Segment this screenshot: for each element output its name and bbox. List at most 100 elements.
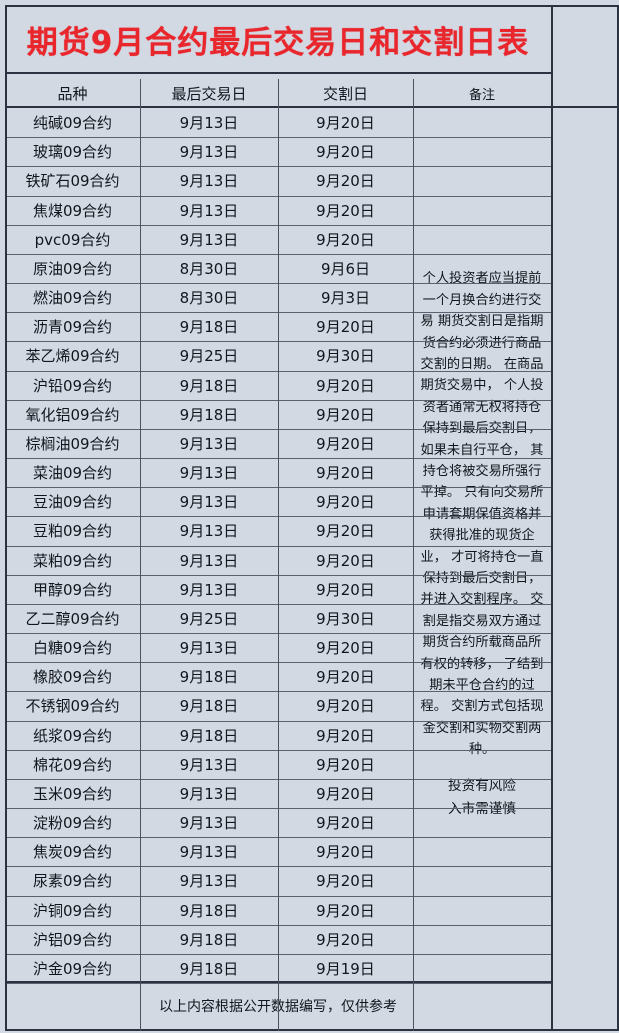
last-trade-day-cell: 9月13日 [179, 639, 239, 657]
last-trade-day-cell: 9月13日 [179, 552, 239, 570]
delivery-day-cell: 9月30日 [316, 610, 375, 628]
delivery-day-cell: 9月20日 [316, 931, 375, 949]
delivery-day-cell: 9月20日 [316, 143, 375, 161]
page-title: 期货9月合约最后交易日和交割日表 [26, 24, 530, 61]
delivery-day-cell: 9月20日 [316, 493, 375, 511]
last-trade-day-cell: 9月13日 [179, 493, 239, 511]
delivery-day-cell: 9月20日 [316, 639, 375, 657]
grid-line-horizontal [551, 1029, 619, 1031]
last-trade-day-cell: 8月30日 [179, 260, 239, 278]
grid-line-horizontal [5, 72, 551, 74]
last-trade-day-cell: 9月13日 [179, 143, 239, 161]
column-header-last-trade-day: 最后交易日 [171, 84, 247, 103]
delivery-day-cell: 9月20日 [316, 464, 375, 482]
product-name-cell: 豆粕09合约 [32, 522, 113, 540]
last-trade-day-cell: 9月13日 [179, 581, 239, 599]
product-name-cell: 沪铅09合约 [32, 377, 113, 395]
delivery-day-cell: 9月20日 [316, 435, 375, 453]
product-name-cell: 燃油09合约 [32, 289, 113, 307]
last-trade-day-cell: 9月13日 [179, 464, 239, 482]
remarks-slogan: 投资有风险 入市需谨慎 [448, 775, 516, 821]
product-name-cell: 铁矿石09合约 [25, 172, 120, 190]
column-header-remarks: 备注 [468, 87, 495, 103]
delivery-day-cell: 9月20日 [316, 377, 375, 395]
delivery-day-cell: 9月20日 [316, 872, 375, 890]
last-trade-day-cell: 9月25日 [179, 610, 239, 628]
grid-line-horizontal [551, 106, 619, 108]
last-trade-day-cell: 8月30日 [179, 289, 239, 307]
product-name-cell: pvc09合约 [34, 231, 111, 249]
product-name-cell: 焦煤09合约 [32, 202, 113, 220]
product-name-cell: 棕榈油09合约 [25, 435, 120, 453]
product-name-cell: 菜粕09合约 [32, 552, 113, 570]
product-name-cell: 豆油09合约 [32, 493, 113, 511]
product-name-cell: 原油09合约 [32, 260, 113, 278]
product-name-cell: 甲醇09合约 [32, 581, 113, 599]
product-name-cell: 玻璃09合约 [32, 143, 113, 161]
last-trade-day-cell: 9月18日 [179, 697, 239, 715]
product-name-cell: 沥青09合约 [32, 318, 113, 336]
delivery-day-cell: 9月20日 [316, 727, 375, 745]
delivery-day-cell: 9月20日 [316, 668, 375, 686]
last-trade-day-cell: 9月13日 [179, 172, 239, 190]
product-name-cell: 纸浆09合约 [32, 727, 113, 745]
remarks-slogan-line-2: 入市需谨慎 [448, 800, 516, 817]
last-trade-day-cell: 9月18日 [179, 931, 239, 949]
product-name-cell: 尿素09合约 [32, 872, 113, 890]
last-trade-day-cell: 9月13日 [179, 785, 239, 803]
last-trade-day-cell: 9月18日 [179, 902, 239, 920]
product-name-cell: 白糖09合约 [32, 639, 113, 657]
product-name-cell: 乙二醇09合约 [25, 610, 120, 628]
last-trade-day-cell: 9月13日 [179, 114, 239, 132]
delivery-day-cell: 9月20日 [316, 522, 375, 540]
last-trade-day-cell: 9月13日 [179, 843, 239, 861]
delivery-day-cell: 9月6日 [320, 260, 371, 278]
product-name-cell: 菜油09合约 [32, 464, 113, 482]
last-trade-day-cell: 9月13日 [179, 202, 239, 220]
delivery-day-cell: 9月20日 [316, 697, 375, 715]
delivery-day-cell: 9月20日 [316, 814, 375, 832]
product-name-cell: 沪金09合约 [32, 960, 113, 978]
last-trade-day-cell: 9月18日 [179, 960, 239, 978]
product-name-cell: 玉米09合约 [32, 785, 113, 803]
last-trade-day-cell: 9月13日 [179, 756, 239, 774]
delivery-day-cell: 9月20日 [316, 318, 375, 336]
empty-spare-column [553, 7, 615, 1027]
product-name-cell: 沪铜09合约 [32, 902, 113, 920]
last-trade-day-cell: 9月25日 [179, 347, 239, 365]
grid-line-vertical [278, 79, 279, 1031]
last-trade-day-cell: 9月13日 [179, 435, 239, 453]
table-title-cell: 期货9月合约最后交易日和交割日表 [5, 6, 551, 72]
grid-line-vertical [551, 5, 553, 1031]
product-name-cell: 沪铝09合约 [32, 931, 113, 949]
last-trade-day-cell: 9月18日 [179, 668, 239, 686]
product-name-cell: 苯乙烯09合约 [25, 347, 120, 365]
last-trade-day-cell: 9月18日 [179, 406, 239, 424]
column-header-product: 品种 [57, 84, 88, 103]
product-name-cell: 棉花09合约 [32, 756, 113, 774]
last-trade-day-cell: 9月18日 [179, 318, 239, 336]
product-name-cell: 不锈钢09合约 [25, 697, 120, 715]
product-name-cell: 焦炭09合约 [32, 843, 113, 861]
grid-line-vertical [140, 79, 141, 1031]
last-trade-day-cell: 9月13日 [179, 872, 239, 890]
last-trade-day-cell: 9月18日 [179, 727, 239, 745]
delivery-day-cell: 9月20日 [316, 202, 375, 220]
column-header-delivery-day: 交割日 [322, 84, 368, 103]
delivery-day-cell: 9月30日 [316, 347, 375, 365]
last-trade-day-cell: 9月18日 [179, 377, 239, 395]
delivery-day-cell: 9月20日 [316, 406, 375, 424]
grid-line-horizontal [551, 5, 619, 7]
grid-line-vertical [5, 5, 7, 1031]
product-name-cell: 淀粉09合约 [32, 814, 113, 832]
remarks-slogan-line-1: 投资有风险 [448, 777, 516, 794]
grid-line-vertical [617, 5, 619, 1031]
delivery-day-cell: 9月20日 [316, 552, 375, 570]
last-trade-day-cell: 9月13日 [179, 522, 239, 540]
delivery-day-cell: 9月20日 [316, 843, 375, 861]
last-trade-day-cell: 9月13日 [179, 231, 239, 249]
remarks-text: 个人投资者应当提前一个月换合约进行交易 期货交割日是指期货合约必须进行商品交割的… [420, 271, 544, 758]
delivery-day-cell: 9月3日 [320, 289, 371, 307]
delivery-day-cell: 9月20日 [316, 172, 375, 190]
delivery-day-cell: 9月20日 [316, 581, 375, 599]
